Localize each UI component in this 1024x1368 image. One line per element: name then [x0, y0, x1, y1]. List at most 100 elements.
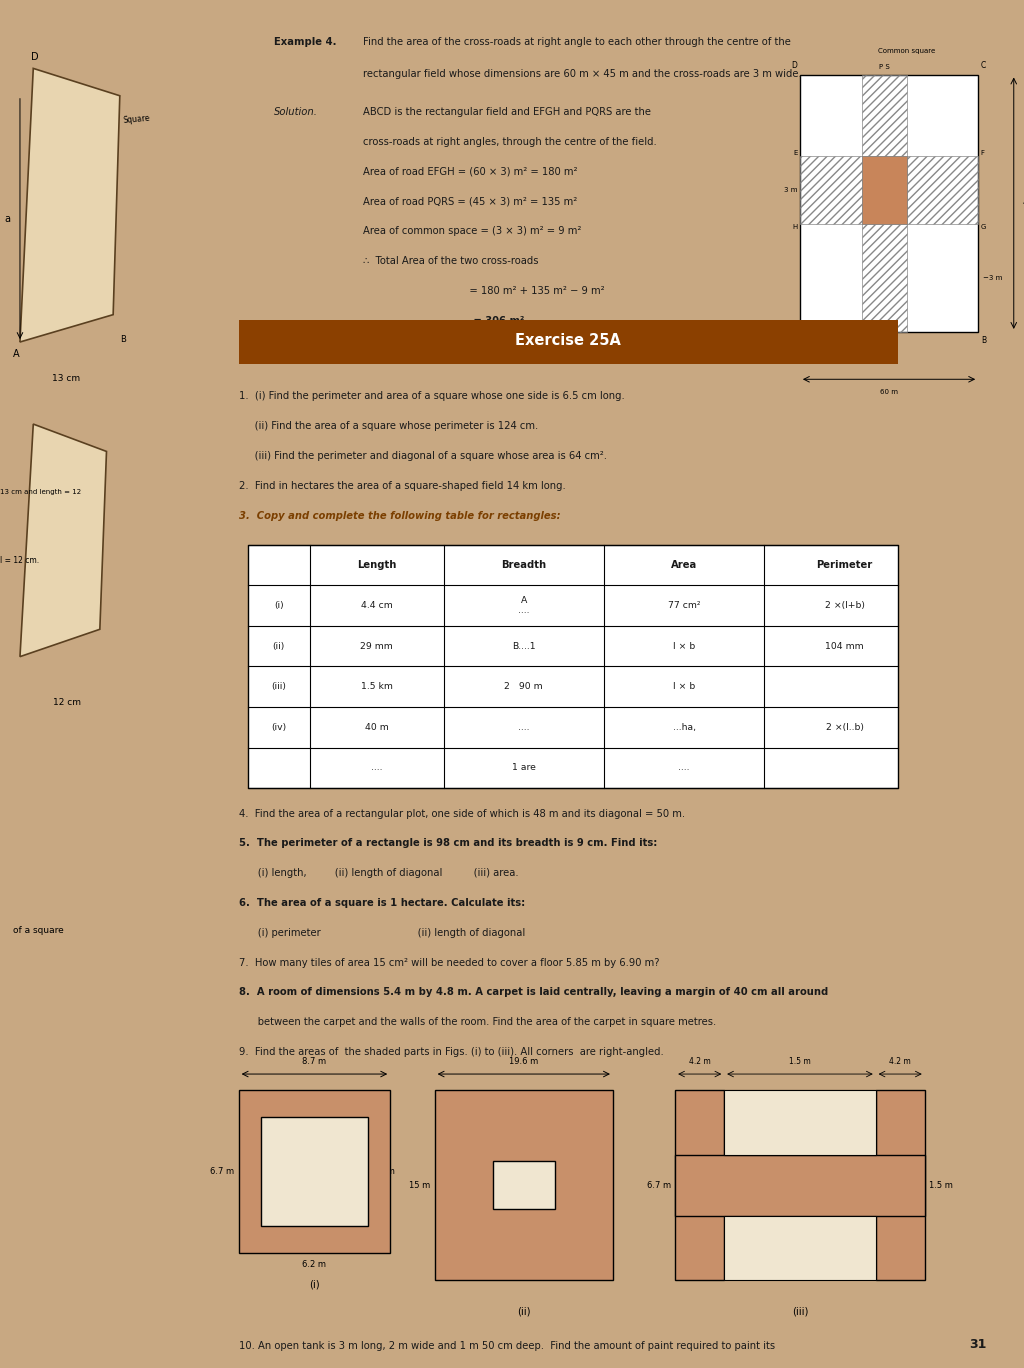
Text: B....1: B....1: [512, 642, 536, 651]
Text: D: D: [31, 52, 38, 62]
Text: 4.  Find the area of a rectangular plot, one side of which is 48 m and its diago: 4. Find the area of a rectangular plot, …: [239, 808, 685, 818]
Bar: [261, 1118, 368, 1226]
Text: cross-roads at right angles, through the centre of the field.: cross-roads at right angles, through the…: [364, 137, 657, 146]
Text: = 306 m².: = 306 m².: [434, 316, 528, 326]
Text: −3 m: −3 m: [983, 275, 1001, 280]
Text: (iii): (iii): [271, 683, 287, 691]
Text: 15 m: 15 m: [409, 1181, 430, 1190]
Text: l × b: l × b: [673, 683, 695, 691]
Text: 5.  The perimeter of a rectangle is 98 cm and its breadth is 9 cm. Find its:: 5. The perimeter of a rectangle is 98 cm…: [239, 839, 657, 848]
Text: ABCD is the rectangular field and EFGH and PQRS are the: ABCD is the rectangular field and EFGH a…: [364, 107, 651, 118]
Text: ...ha,: ...ha,: [673, 722, 695, 732]
Text: 19.6 m: 19.6 m: [509, 1057, 539, 1066]
Text: 13 cm and length = 12: 13 cm and length = 12: [0, 490, 81, 495]
Text: 104 mm: 104 mm: [825, 642, 864, 651]
Text: 3.  Copy and complete the following table for rectangles:: 3. Copy and complete the following table…: [239, 510, 560, 521]
Bar: [434, 1090, 612, 1280]
Text: 4.2 m: 4.2 m: [371, 1167, 394, 1176]
Text: C: C: [981, 62, 986, 71]
Text: Breadth: Breadth: [501, 560, 547, 570]
Text: Example 4.: Example 4.: [274, 37, 337, 47]
Text: ....: ....: [518, 722, 529, 732]
Text: (i): (i): [274, 601, 284, 610]
Text: F: F: [981, 150, 985, 156]
Text: 4.4 cm: 4.4 cm: [360, 601, 392, 610]
Text: 9.  Find the areas of  the shaded parts in Figs. (i) to (iii). All corners  are : 9. Find the areas of the shaded parts in…: [239, 1047, 664, 1057]
Text: 1.  (i) Find the perimeter and area of a square whose one side is 6.5 cm long.: 1. (i) Find the perimeter and area of a …: [239, 391, 625, 401]
Text: 4.2 m: 4.2 m: [889, 1057, 911, 1066]
Text: 6.  The area of a square is 1 hectare. Calculate its:: 6. The area of a square is 1 hectare. Ca…: [239, 897, 525, 908]
Text: Area of road EFGH = (60 × 3) m² = 180 m²: Area of road EFGH = (60 × 3) m² = 180 m²: [364, 167, 578, 176]
Text: Solution.: Solution.: [274, 107, 318, 118]
Bar: [800, 75, 978, 332]
FancyBboxPatch shape: [239, 320, 898, 364]
Text: 1.5 km: 1.5 km: [360, 683, 393, 691]
Text: 60 m: 60 m: [880, 389, 898, 395]
Text: 2 ×(l+b): 2 ×(l+b): [824, 601, 864, 610]
Bar: [724, 1090, 876, 1155]
Text: 3 m: 3 m: [783, 186, 798, 193]
Polygon shape: [20, 68, 120, 342]
Text: Common square: Common square: [879, 48, 936, 55]
Text: Find the area of the cross-roads at right angle to each other through the centre: Find the area of the cross-roads at righ…: [364, 37, 792, 47]
Text: between the carpet and the walls of the room. Find the area of the carpet in squ: between the carpet and the walls of the …: [239, 1018, 716, 1027]
Bar: [876, 1090, 925, 1280]
Bar: [800, 156, 978, 223]
Text: D: D: [792, 62, 798, 71]
Text: 2   90 m: 2 90 m: [505, 683, 543, 691]
Text: a: a: [4, 213, 10, 224]
Text: 13 cm: 13 cm: [52, 373, 81, 383]
Text: ....: ....: [678, 763, 690, 773]
Text: of a square: of a square: [13, 926, 65, 934]
Text: 1.5 m: 1.5 m: [790, 1057, 811, 1066]
Text: ....: ....: [371, 763, 383, 773]
Text: 31: 31: [970, 1338, 987, 1352]
Text: 12 cm: 12 cm: [52, 698, 81, 707]
Text: 4.2 m: 4.2 m: [689, 1057, 711, 1066]
Bar: [862, 75, 907, 332]
Text: H: H: [792, 223, 798, 230]
Text: 6.7 m: 6.7 m: [210, 1167, 234, 1176]
Text: (ii) Find the area of a square whose perimeter is 124 cm.: (ii) Find the area of a square whose per…: [239, 421, 538, 431]
Text: rectangular field whose dimensions are 60 m × 45 m and the cross-roads are 3 m w: rectangular field whose dimensions are 6…: [364, 70, 802, 79]
Text: P S: P S: [880, 64, 890, 71]
Text: (i) perimeter                               (ii) length of diagonal: (i) perimeter (ii) length of diagonal: [239, 928, 525, 938]
Text: Exercise 25A: Exercise 25A: [515, 332, 622, 347]
Bar: [675, 1155, 925, 1216]
Text: E: E: [793, 150, 798, 156]
Text: 1 are: 1 are: [512, 763, 536, 773]
Bar: [862, 156, 907, 223]
Text: (iv): (iv): [271, 722, 287, 732]
Text: 10. An open tank is 3 m long, 2 m wide and 1 m 50 cm deep.  Find the amount of p: 10. An open tank is 3 m long, 2 m wide a…: [239, 1341, 775, 1350]
Bar: [724, 1216, 876, 1280]
Bar: [675, 1090, 724, 1280]
Text: (i): (i): [309, 1280, 319, 1290]
Bar: [248, 544, 898, 788]
Text: 6.2 m: 6.2 m: [302, 1260, 327, 1268]
Text: B: B: [120, 335, 126, 345]
Text: (ii): (ii): [517, 1306, 530, 1317]
Bar: [239, 1090, 390, 1253]
Text: Perimeter: Perimeter: [816, 560, 872, 570]
Text: 29 mm: 29 mm: [360, 642, 393, 651]
Text: A: A: [792, 337, 798, 345]
Text: (iii): (iii): [792, 1306, 808, 1317]
Text: G: G: [981, 223, 986, 230]
Text: 8.7 m: 8.7 m: [302, 1057, 327, 1066]
Text: (i) length,         (ii) length of diagonal          (iii) area.: (i) length, (ii) length of diagonal (iii…: [239, 869, 518, 878]
Bar: [493, 1161, 555, 1209]
Text: 5.4 m: 5.4 m: [512, 1215, 536, 1223]
Text: 2 m: 2 m: [558, 1181, 573, 1190]
Text: A
....: A ....: [518, 595, 529, 616]
Text: B: B: [981, 337, 986, 345]
Text: 2 ×(l..b): 2 ×(l..b): [825, 722, 863, 732]
Text: (iii) Find the perimeter and diagonal of a square whose area is 64 cm².: (iii) Find the perimeter and diagonal of…: [239, 451, 606, 461]
Text: Q R: Q R: [879, 343, 891, 349]
Text: (ii): (ii): [272, 642, 285, 651]
Text: 40 m: 40 m: [365, 722, 389, 732]
Text: 77 cm²: 77 cm²: [668, 601, 700, 610]
Text: Length: Length: [357, 560, 396, 570]
Text: l × b: l × b: [673, 642, 695, 651]
Text: 1.5 m: 1.5 m: [929, 1181, 953, 1190]
Text: Area of road PQRS = (45 × 3) m² = 135 m²: Area of road PQRS = (45 × 3) m² = 135 m²: [364, 197, 578, 207]
